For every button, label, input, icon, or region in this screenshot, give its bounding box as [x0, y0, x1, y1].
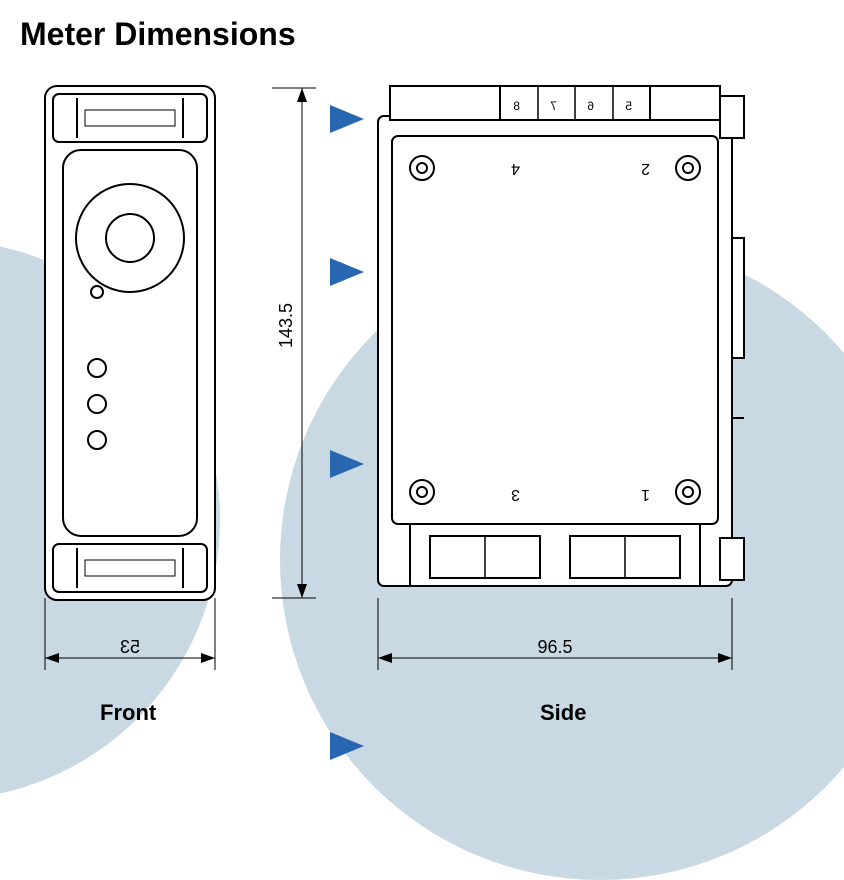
- dim-front-width-label: 53: [120, 637, 140, 657]
- dim-side-width-label: 96.5: [537, 637, 572, 657]
- svg-text:6: 6: [587, 99, 594, 113]
- svg-text:2: 2: [641, 160, 650, 177]
- dim-vertical: 143.5: [272, 78, 332, 638]
- decor-arrow: [330, 105, 364, 133]
- svg-text:4: 4: [511, 160, 520, 177]
- decor-arrow: [330, 258, 364, 286]
- side-view-label: Side: [540, 700, 586, 726]
- dim-height-label: 143.5: [276, 303, 296, 348]
- front-view-label: Front: [100, 700, 156, 726]
- svg-text:5: 5: [625, 99, 632, 113]
- svg-text:1: 1: [641, 486, 650, 503]
- side-view-drawing: 8 7 6 5 4 2 3 1: [370, 78, 770, 618]
- dim-front-width: 53: [35, 598, 235, 698]
- decor-arrow: [330, 450, 364, 478]
- dim-side-width: 96.5: [370, 598, 770, 698]
- decor-arrow: [330, 732, 364, 760]
- front-view-drawing: [35, 78, 235, 618]
- page-title: Meter Dimensions: [20, 16, 296, 53]
- svg-text:8: 8: [513, 99, 520, 113]
- svg-text:7: 7: [550, 99, 557, 113]
- svg-text:3: 3: [511, 486, 520, 503]
